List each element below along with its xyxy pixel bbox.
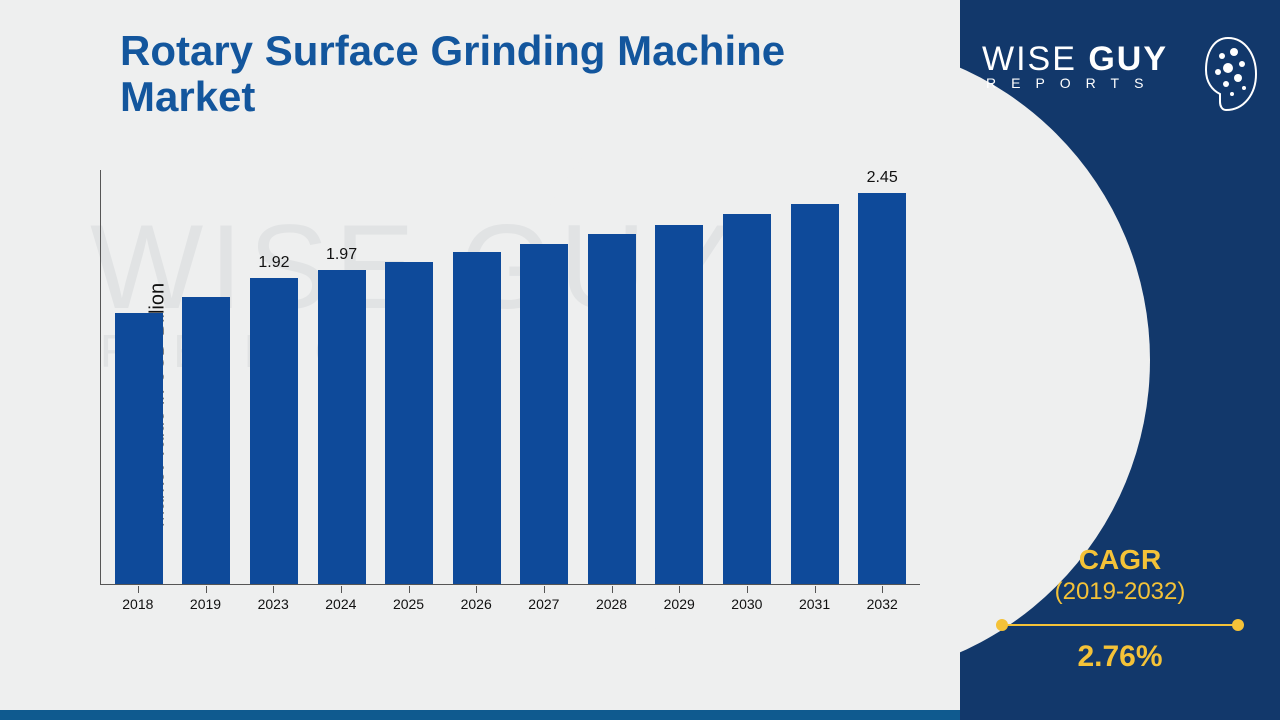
cagr-divider-line <box>1002 624 1238 626</box>
x-tick: 2027 <box>516 586 572 612</box>
x-tick: 2029 <box>651 586 707 612</box>
bar <box>115 313 163 584</box>
bar-wrap: 1.92 <box>246 254 302 584</box>
bar-value-label: 1.92 <box>258 254 289 272</box>
bar <box>520 244 568 584</box>
stage: WISE GUY REPORTS Rotary Surface Grinding… <box>0 0 1280 720</box>
bar-wrap <box>381 238 437 584</box>
bar-wrap <box>787 180 843 584</box>
bar-chart: Market Value in USD Billion 1.921.972.45… <box>60 170 940 640</box>
bottom-accent-strip <box>0 710 960 720</box>
bar <box>723 214 771 584</box>
bar <box>250 278 298 584</box>
x-tick: 2032 <box>854 586 910 612</box>
cagr-title: CAGR <box>994 544 1246 576</box>
bar <box>318 270 366 584</box>
x-tick: 2031 <box>787 586 843 612</box>
cagr-value: 2.76% <box>994 640 1246 674</box>
bar <box>655 225 703 584</box>
brand-word-guy: GUY <box>1088 40 1168 78</box>
x-tick: 2026 <box>448 586 504 612</box>
x-tick: 2028 <box>584 586 640 612</box>
chart-title: Rotary Surface Grinding Machine Market <box>120 28 860 120</box>
bars-container: 1.92 1.97 2.45 <box>101 170 920 584</box>
bar-value-label: 1.97 <box>326 246 357 264</box>
x-tick: 2019 <box>178 586 234 612</box>
bar-wrap <box>179 273 235 584</box>
x-tick: 2025 <box>381 586 437 612</box>
x-tick: 2023 <box>245 586 301 612</box>
bar-wrap <box>111 289 167 584</box>
plot-area: 1.92 1.97 2.45 <box>100 170 920 585</box>
bar-wrap: 2.45 <box>854 169 910 584</box>
bar-wrap <box>719 190 775 584</box>
bar-wrap <box>449 228 505 584</box>
brand-word-wise: WISE <box>982 40 1088 78</box>
bar <box>182 297 230 584</box>
bar <box>858 193 906 584</box>
bar-value-label: 2.45 <box>867 169 898 187</box>
brand-logo: WISE GUY REPORTS <box>982 40 1252 91</box>
bar <box>385 262 433 584</box>
x-tick: 2018 <box>110 586 166 612</box>
bar-wrap <box>584 210 640 584</box>
bar <box>588 234 636 584</box>
brand-head-icon <box>1198 34 1258 114</box>
cagr-block: CAGR (2019-2032) 2.76% <box>994 544 1246 674</box>
x-tick: 2024 <box>313 586 369 612</box>
bar <box>453 252 501 584</box>
bar <box>791 204 839 584</box>
bar-wrap <box>516 220 572 584</box>
cagr-range: (2019-2032) <box>994 578 1246 606</box>
bar-wrap <box>652 201 708 584</box>
brand-line1: WISE GUY <box>982 40 1168 78</box>
x-tick: 2030 <box>719 586 775 612</box>
bar-wrap: 1.97 <box>314 246 370 584</box>
x-ticks-container: 2018 2019 2023 2024 2025 2026 2027 2028 2029 2030… <box>100 586 920 612</box>
